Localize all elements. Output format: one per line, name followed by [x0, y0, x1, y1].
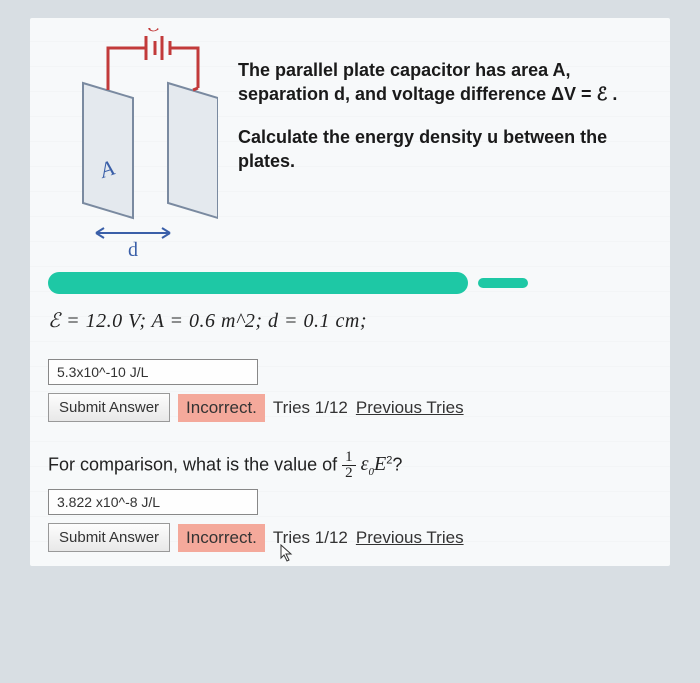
comparison-question: For comparison, what is the value of 12 … — [48, 450, 652, 481]
answer-input-2[interactable]: 3.822 x10^-8 J/L — [48, 489, 258, 515]
previous-tries-link-2[interactable]: Previous Tries — [356, 528, 464, 548]
problem-line-2: Calculate the energy density u between t… — [238, 125, 652, 174]
status-badge-2: Incorrect. — [178, 524, 265, 552]
previous-tries-link-1[interactable]: Previous Tries — [356, 398, 464, 418]
compare-prefix: For comparison, what is the value of — [48, 454, 342, 474]
compare-suffix: ? — [392, 454, 402, 474]
problem-text: The parallel plate capacitor has area A,… — [238, 28, 652, 258]
cursor-icon — [280, 544, 294, 562]
problem-line-1: The parallel plate capacitor has area A,… — [238, 58, 652, 107]
question-2-group: 3.822 x10^-8 J/L Submit Answer Incorrect… — [48, 489, 652, 552]
svg-text:ℰ: ℰ — [145, 28, 164, 37]
top-row: ℰ A d The parallel plate capa — [48, 28, 652, 258]
problem-panel: ℰ A d The parallel plate capa — [30, 18, 670, 566]
capacitor-diagram: ℰ A d — [48, 28, 218, 258]
question-1-group: 5.3x10^-10 J/L Submit Answer Incorrect. … — [48, 359, 652, 422]
tries-text-1: Tries 1/12 — [273, 398, 348, 418]
answer-input-1[interactable]: 5.3x10^-10 J/L — [48, 359, 258, 385]
highlight-marker — [48, 272, 468, 294]
submit-button-1[interactable]: Submit Answer — [48, 393, 170, 422]
submit-button-2[interactable]: Submit Answer — [48, 523, 170, 552]
svg-text:d: d — [128, 239, 138, 258]
status-badge-1: Incorrect. — [178, 394, 265, 422]
given-values: ℰ = 12.0 V; A = 0.6 m^2; d = 0.1 cm; — [48, 308, 652, 333]
